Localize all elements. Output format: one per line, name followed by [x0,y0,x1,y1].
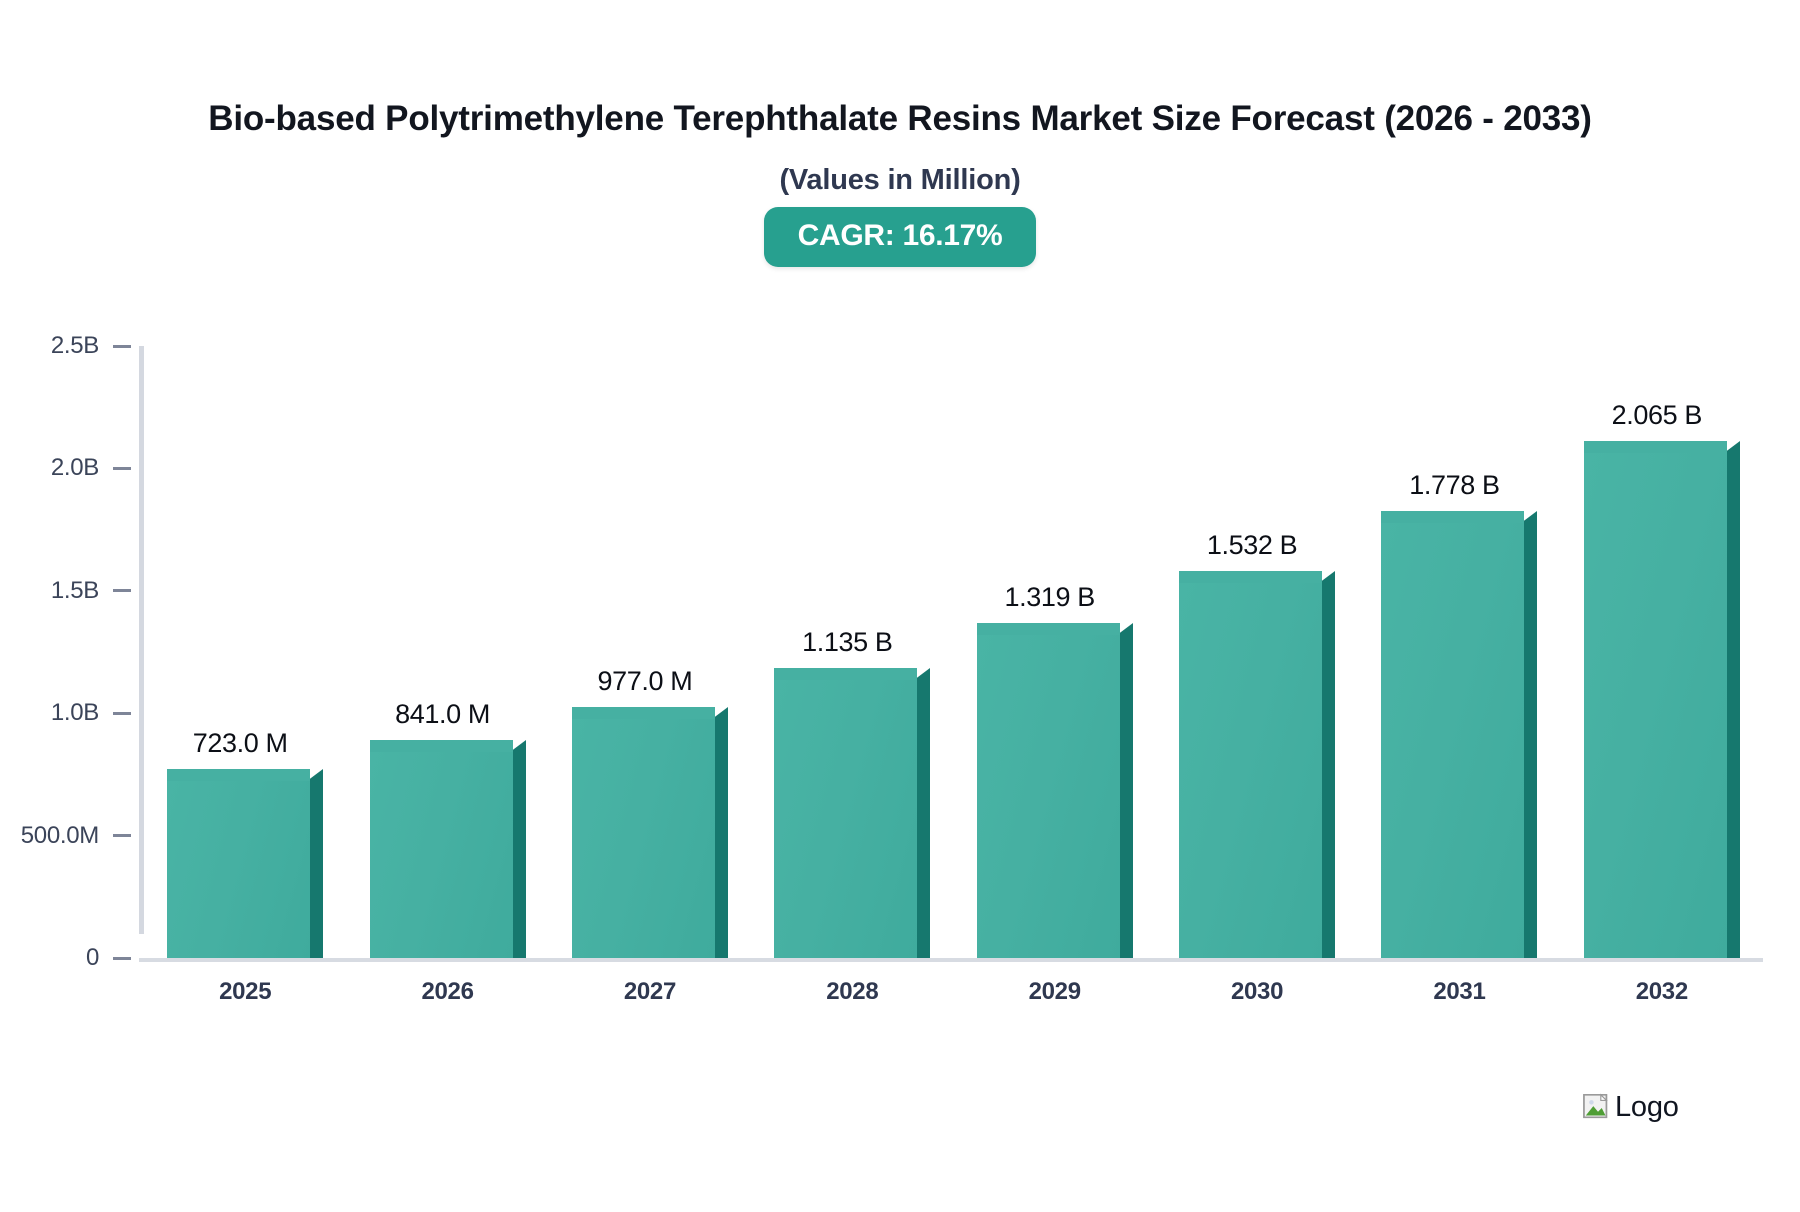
bar-top-face [167,769,311,782]
bar-top-face [1381,510,1525,523]
bar-front-face [1583,452,1727,958]
y-axis-tick-label: 2.0B [50,454,99,482]
chart-subtitle: (Values in Million) [779,163,1021,196]
bar-value-label: 977.0 M [597,665,693,696]
cagr-badge: CAGR: 16.17% [763,206,1037,267]
bar-front-face [774,680,918,958]
x-axis-label: 2026 [421,978,474,1005]
bar-column[interactable]: 723.0 M [167,728,324,958]
y-axis-tick-label: 1.5B [50,576,99,604]
y-axis-tick-mark [113,466,131,470]
bar[interactable]: 723.0 M [167,728,324,958]
bar-front-face [976,635,1120,958]
bar[interactable]: 841.0 M [369,699,526,958]
bar-column[interactable]: 1.778 B [1381,470,1538,958]
bar-front-face [1179,582,1323,958]
x-axis-label: 2025 [219,978,272,1005]
page-title: Bio-based Polytrimethylene Terephthalate… [208,99,1592,138]
bar[interactable]: 2.065 B [1583,400,1740,958]
bar-series: 723.0 M 841.0 M 977.0 M 1.135 B 1.319 B 1.532… [144,330,1763,960]
y-axis-tick-mark [113,711,131,715]
bar-value-label: 723.0 M [192,728,288,759]
bar-top-face [1179,570,1323,583]
bar-column[interactable]: 841.0 M [369,699,526,958]
bar-column[interactable]: 1.532 B [1179,530,1336,958]
chart-header: Bio-based Polytrimethylene Terephthalate… [0,96,1800,267]
y-axis-tick-mark [113,956,131,960]
y-axis-line [139,346,144,934]
y-axis-tick-label: 500.0M [20,821,100,849]
bar-value-label: 1.319 B [1004,582,1096,613]
bar-front-face [1381,522,1525,958]
bar-top-face [1583,440,1727,453]
bar-value-label: 2.065 B [1611,399,1703,430]
x-axis-label: 2029 [1028,978,1082,1005]
bar[interactable]: 977.0 M [571,666,728,958]
cagr-badge-container: CAGR: 16.17% [0,206,1800,267]
logo: Logo [1583,1092,1679,1122]
bar-side-face [1521,510,1538,958]
bar-column[interactable]: 977.0 M [571,666,728,958]
y-axis-tick-label: 0 [85,944,99,971]
y-axis-tick-mark [113,589,131,593]
bar-column[interactable]: 2.065 B [1583,400,1740,958]
y-axis-tick-mark [113,834,131,838]
bar-side-face [1116,623,1133,958]
x-axis-line [139,958,1763,962]
x-axis-label: 2027 [623,978,677,1005]
logo-alt-text: Logo [1615,1090,1679,1123]
bar-value-label: 1.532 B [1206,529,1298,560]
bar-front-face [369,752,513,958]
bar-front-face [571,718,715,958]
bar-value-label: 841.0 M [395,699,490,730]
bar[interactable]: 1.778 B [1381,470,1538,958]
bar-top-face [774,668,918,681]
bar-top-face [571,706,715,719]
bar-side-face [1319,570,1336,958]
broken-image-icon [1583,1093,1608,1119]
bar-column[interactable]: 1.135 B [774,627,931,958]
y-axis-tick-mark [113,344,131,348]
bar-value-label: 1.778 B [1409,469,1500,500]
bar-column[interactable]: 1.319 B [976,582,1133,958]
bar-side-face [1723,440,1740,958]
bar-front-face [167,781,311,958]
bar-value-label: 1.135 B [802,627,893,658]
x-axis-label: 2032 [1635,978,1689,1005]
y-axis-tick-label: 1.0B [50,699,99,727]
bar-top-face [976,623,1120,636]
y-axis-tick-label: 2.5B [50,332,99,359]
plot-area: 0 500.0M 1.0B 1.5B 2.0B 2.5B 723.0 M 841.0 M 97… [0,330,1800,1005]
bar[interactable]: 1.319 B [976,582,1133,958]
x-axis-label: 2031 [1433,978,1486,1005]
bar[interactable]: 1.135 B [774,627,931,958]
x-axis-label: 2030 [1230,978,1284,1005]
bar-side-face [509,740,526,958]
bar[interactable]: 1.532 B [1179,530,1336,958]
bar-side-face [711,706,728,958]
bar-side-face [914,668,931,958]
x-axis-label: 2028 [826,978,879,1005]
bar-side-face [307,769,324,958]
bar-top-face [369,740,513,753]
